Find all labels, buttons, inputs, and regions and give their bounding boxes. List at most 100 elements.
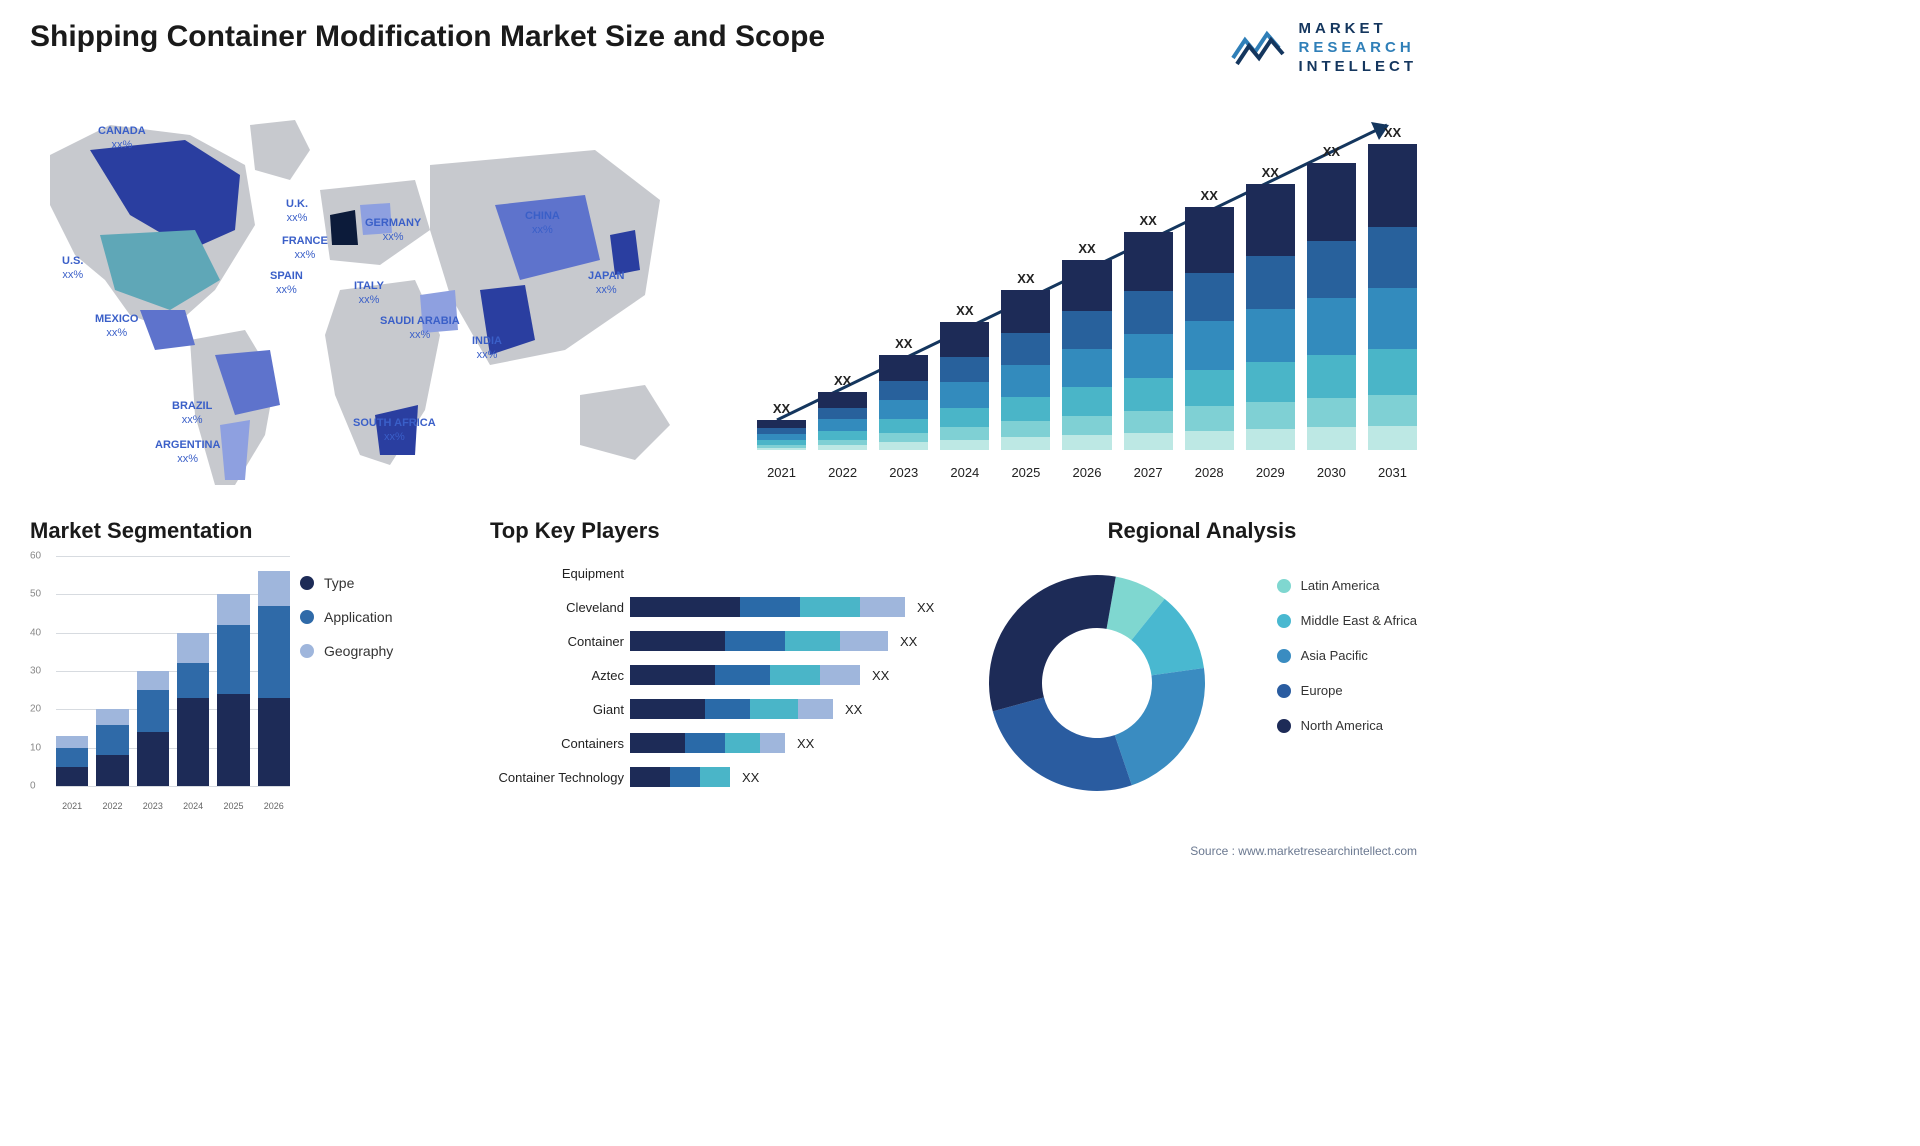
- growth-bar-2025: XX: [1001, 271, 1050, 450]
- legend-dot-icon: [1277, 684, 1291, 698]
- growth-bar-seg: [1368, 144, 1417, 227]
- seg-y-label: 30: [30, 666, 41, 677]
- segmentation-panel: Market Segmentation 20212022202320242025…: [30, 518, 460, 811]
- growth-bar-label: XX: [834, 373, 851, 388]
- regional-title: Regional Analysis: [987, 518, 1417, 544]
- growth-bar-seg: [1307, 298, 1356, 355]
- growth-bar-seg: [1185, 273, 1234, 322]
- growth-bar-2026: XX: [1062, 241, 1111, 450]
- player-value-label: XX: [917, 600, 934, 615]
- player-row: ContainersXX: [490, 726, 960, 760]
- player-name: Equipment: [490, 566, 630, 581]
- growth-year-label: 2029: [1246, 465, 1295, 480]
- growth-bar-seg: [1185, 370, 1234, 406]
- player-bar: [630, 767, 730, 787]
- regional-legend-item: Latin America: [1277, 578, 1417, 593]
- player-value-label: XX: [845, 702, 862, 717]
- map-label-saudi-arabia: SAUDI ARABIAxx%: [380, 315, 460, 343]
- player-bar-seg: [725, 733, 760, 753]
- player-bar-seg: [860, 597, 905, 617]
- growth-bar-seg: [940, 382, 989, 408]
- growth-bar-seg: [1185, 406, 1234, 430]
- growth-bar-seg: [1246, 184, 1295, 256]
- growth-bar-2024: XX: [940, 303, 989, 450]
- seg-bar-seg: [137, 671, 169, 690]
- seg-legend-label: Application: [324, 609, 393, 625]
- player-name: Containers: [490, 736, 630, 751]
- regional-legend-label: Latin America: [1301, 578, 1380, 593]
- seg-x-label: 2023: [137, 801, 169, 811]
- seg-bar-seg: [96, 709, 128, 724]
- player-row: AztecXX: [490, 658, 960, 692]
- logo-line-3: INTELLECT: [1299, 58, 1418, 77]
- player-name: Container: [490, 634, 630, 649]
- growth-bar-seg: [1307, 355, 1356, 398]
- seg-legend-item: Application: [300, 609, 393, 625]
- growth-bar-seg: [1062, 260, 1111, 311]
- growth-bar-seg: [1368, 395, 1417, 426]
- player-value-label: XX: [742, 770, 759, 785]
- growth-year-label: 2028: [1185, 465, 1234, 480]
- growth-bar-label: XX: [956, 303, 973, 318]
- player-bar: [630, 631, 888, 651]
- growth-bar-2021: XX: [757, 401, 806, 450]
- growth-bar-seg: [1001, 421, 1050, 437]
- player-bar: [630, 597, 905, 617]
- players-title: Top Key Players: [490, 518, 960, 544]
- growth-bar-seg: [818, 431, 867, 440]
- growth-bar-2031: XX: [1368, 125, 1417, 450]
- player-bar-seg: [630, 699, 705, 719]
- map-label-france: FRANCExx%: [282, 235, 328, 263]
- map-label-u-s-: U.S.xx%: [62, 255, 83, 283]
- brand-logo: MARKET RESEARCH INTELLECT: [1231, 20, 1418, 76]
- growth-bar-seg: [1124, 232, 1173, 291]
- map-label-brazil: BRAZILxx%: [172, 400, 212, 428]
- seg-y-label: 60: [30, 551, 41, 562]
- seg-bar-2024: [177, 633, 209, 786]
- growth-bar-seg: [1246, 362, 1295, 402]
- seg-bar-seg: [217, 694, 249, 786]
- legend-dot-icon: [300, 610, 314, 624]
- growth-bar-label: XX: [1201, 188, 1218, 203]
- growth-bar-seg: [1307, 163, 1356, 240]
- player-bar-seg: [630, 665, 715, 685]
- growth-bar-2029: XX: [1246, 165, 1295, 450]
- map-label-mexico: MEXICOxx%: [95, 313, 138, 341]
- players-chart: EquipmentClevelandXXContainerXXAztecXXGi…: [490, 556, 960, 794]
- seg-y-label: 0: [30, 781, 36, 792]
- regional-legend-label: Asia Pacific: [1301, 648, 1368, 663]
- player-value-label: XX: [872, 668, 889, 683]
- growth-bar-seg: [1307, 427, 1356, 450]
- growth-bar-stack: [1368, 144, 1417, 450]
- page-title: Shipping Container Modification Market S…: [30, 20, 825, 54]
- growth-bar-seg: [1246, 429, 1295, 450]
- growth-bar-label: XX: [773, 401, 790, 416]
- growth-bar-seg: [1062, 311, 1111, 349]
- growth-year-label: 2025: [1001, 465, 1050, 480]
- seg-y-label: 40: [30, 627, 41, 638]
- segmentation-chart: 202120222023202420252026 0102030405060: [30, 556, 290, 811]
- growth-bar-seg: [1001, 397, 1050, 421]
- seg-bar-seg: [96, 755, 128, 786]
- player-row: Container TechnologyXX: [490, 760, 960, 794]
- growth-bar-seg: [940, 427, 989, 440]
- growth-bar-seg: [940, 408, 989, 427]
- regional-legend-item: Asia Pacific: [1277, 648, 1417, 663]
- growth-bar-seg: [818, 392, 867, 408]
- seg-bar-2021: [56, 736, 88, 786]
- growth-bar-seg: [879, 355, 928, 381]
- player-bar-seg: [700, 767, 730, 787]
- growth-bar-seg: [1001, 290, 1050, 333]
- growth-bar-stack: [757, 420, 806, 450]
- growth-bar-seg: [1307, 398, 1356, 427]
- regional-legend: Latin AmericaMiddle East & AfricaAsia Pa…: [1277, 578, 1417, 753]
- map-label-canada: CANADAxx%: [98, 125, 146, 153]
- growth-bar-label: XX: [1262, 165, 1279, 180]
- growth-year-label: 2021: [757, 465, 806, 480]
- growth-bar-seg: [1062, 435, 1111, 450]
- player-bar-seg: [820, 665, 860, 685]
- seg-gridline: [56, 786, 290, 787]
- growth-bar-seg: [1307, 241, 1356, 298]
- growth-bar-seg: [757, 420, 806, 428]
- growth-bar-2030: XX: [1307, 144, 1356, 450]
